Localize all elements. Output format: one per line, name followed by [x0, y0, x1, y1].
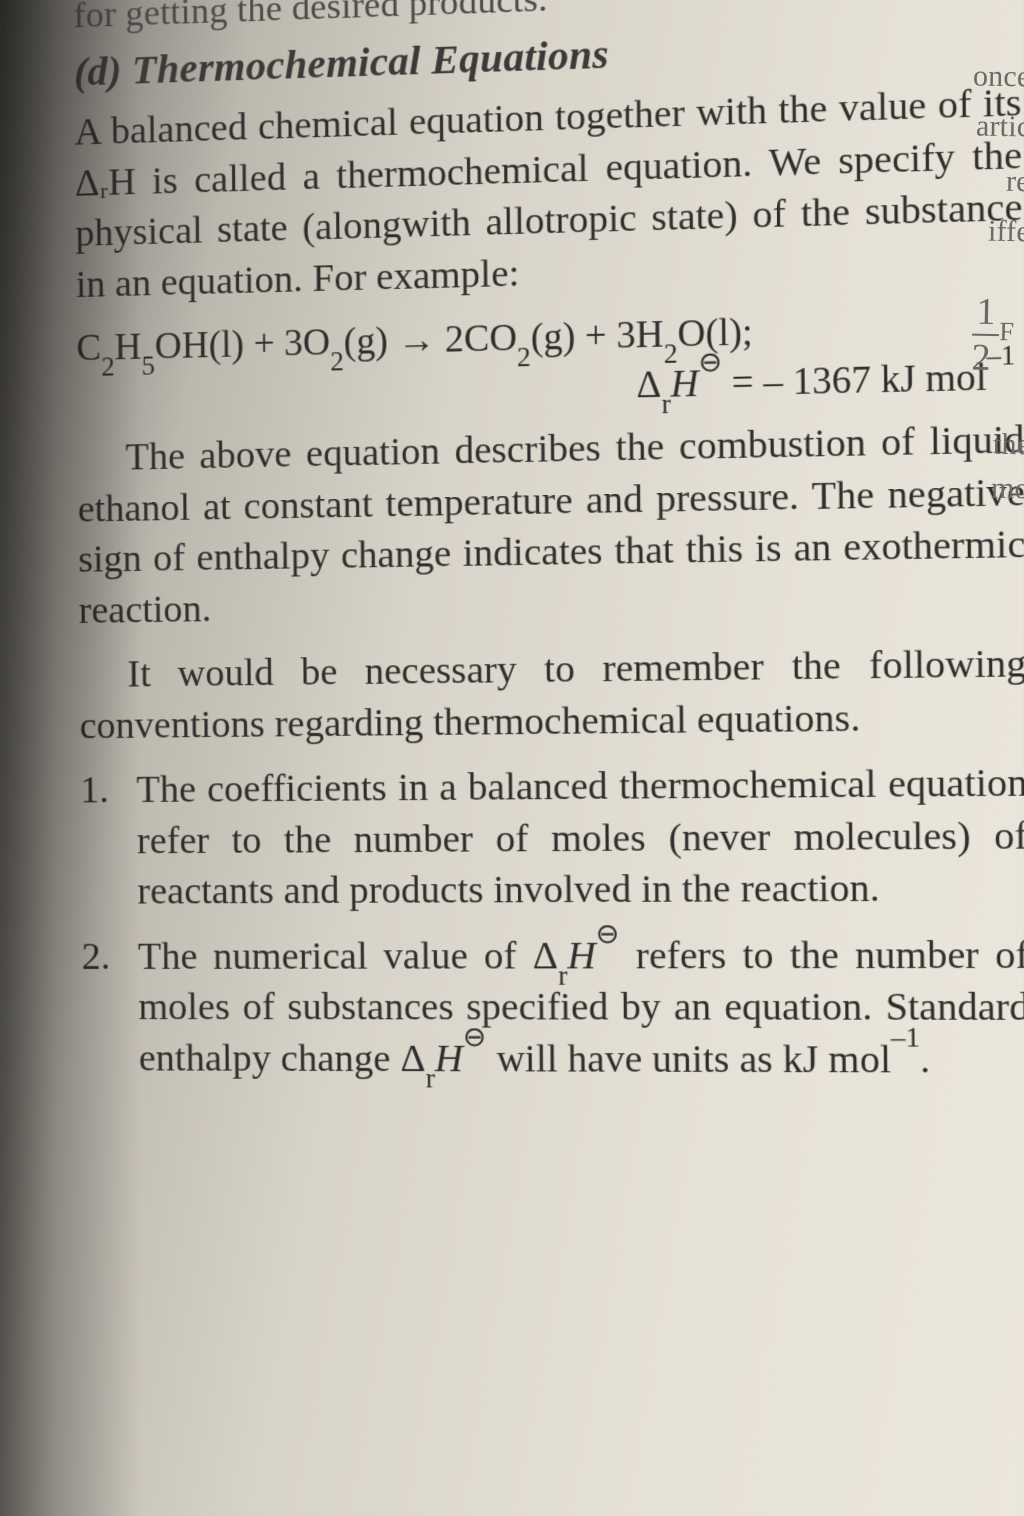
paragraph-explanation: The above equation describes the combust… — [77, 414, 1024, 636]
conventions-list: 1. The coefficients in a balanced thermo… — [80, 758, 1024, 1087]
next-page-fragment: iffe — [988, 215, 1024, 250]
list-text: The numerical value of ΔrH⊖ refers to th… — [138, 934, 1024, 1082]
list-text: The coefficients in a balanced thermo­ch… — [136, 762, 1024, 913]
next-page-fragment: 1F 2 — [971, 290, 1015, 381]
list-number-2: 2. — [81, 932, 110, 983]
paragraph-conventions-lead: It would be necessary to remember the fo… — [79, 638, 1024, 751]
textbook-page: for getting the desired products. (d) Th… — [0, 0, 1024, 1516]
list-number-1: 1. — [80, 765, 109, 816]
next-page-fragment: re — [1006, 165, 1024, 199]
paragraph-intro: A balanced chemical equation together wi… — [74, 77, 1023, 310]
list-item: 2. The numerical value of ΔrH⊖ refers to… — [81, 929, 1024, 1086]
next-page-fragment: mo — [991, 472, 1024, 507]
next-page-fragment: artic — [975, 110, 1024, 145]
next-page-fragment: the — [992, 428, 1024, 463]
next-page-fragment: once — [972, 60, 1024, 95]
list-item: 1. The coefficients in a balanced thermo… — [80, 758, 1024, 918]
